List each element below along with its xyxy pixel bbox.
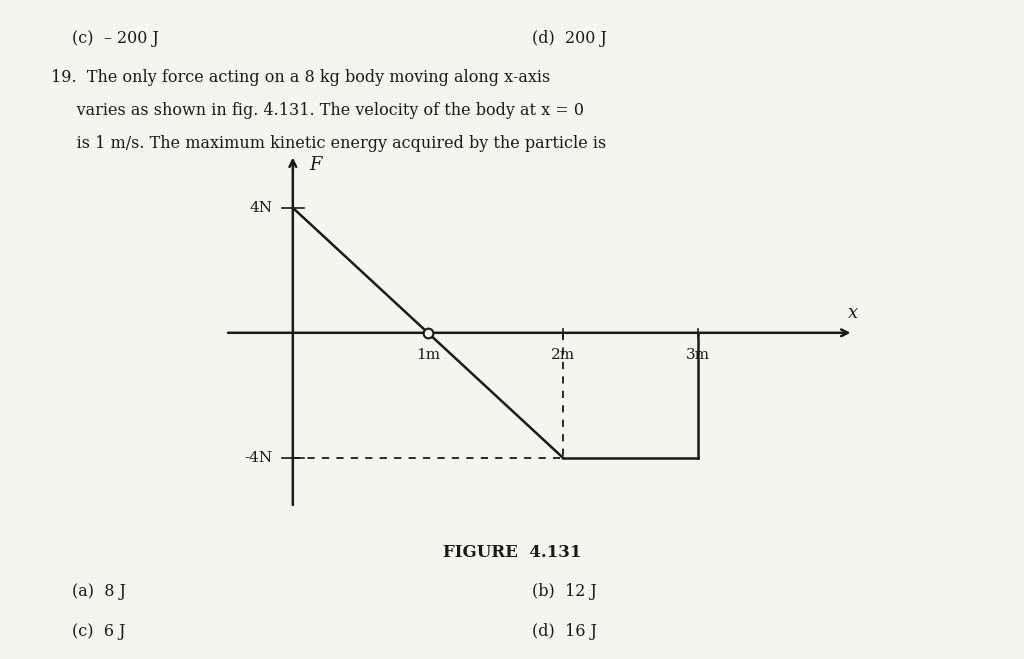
Text: 1m: 1m: [416, 349, 440, 362]
Text: 3m: 3m: [686, 349, 710, 362]
Text: (c)  – 200 J: (c) – 200 J: [72, 30, 159, 47]
Text: (a)  8 J: (a) 8 J: [72, 583, 126, 600]
Text: (d)  16 J: (d) 16 J: [532, 623, 597, 640]
Text: x: x: [848, 304, 858, 322]
Text: (b)  12 J: (b) 12 J: [532, 583, 597, 600]
Text: 19.  The only force acting on a 8 kg body moving along x-axis: 19. The only force acting on a 8 kg body…: [51, 69, 551, 86]
Text: varies as shown in fig. 4.131. The velocity of the body at x = 0: varies as shown in fig. 4.131. The veloc…: [51, 102, 585, 119]
Text: -4N: -4N: [245, 451, 272, 465]
Text: (c)  6 J: (c) 6 J: [72, 623, 125, 640]
Text: 4N: 4N: [250, 201, 272, 215]
Text: F: F: [309, 156, 322, 174]
Text: 2m: 2m: [551, 349, 575, 362]
Text: (d)  200 J: (d) 200 J: [532, 30, 607, 47]
Text: FIGURE  4.131: FIGURE 4.131: [442, 544, 582, 561]
Text: is 1 m/s. The maximum kinetic energy acquired by the particle is: is 1 m/s. The maximum kinetic energy acq…: [51, 135, 606, 152]
